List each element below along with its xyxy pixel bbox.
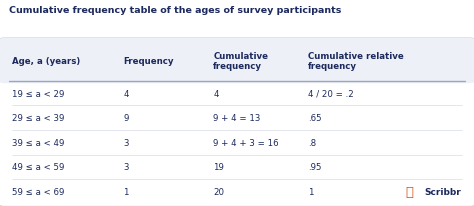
Text: 59 ≤ a < 69: 59 ≤ a < 69 <box>12 187 64 196</box>
Text: 49 ≤ a < 59: 49 ≤ a < 59 <box>12 163 64 172</box>
Polygon shape <box>5 63 469 81</box>
Text: Cumulative relative
frequency: Cumulative relative frequency <box>308 52 404 71</box>
Text: Frequency: Frequency <box>123 57 174 66</box>
Text: 4 / 20 = .2: 4 / 20 = .2 <box>308 89 354 98</box>
Text: 9 + 4 + 3 = 16: 9 + 4 + 3 = 16 <box>213 138 279 147</box>
Text: 3: 3 <box>123 163 129 172</box>
Text: 9 + 4 = 13: 9 + 4 = 13 <box>213 114 261 123</box>
Text: Ⓢ: Ⓢ <box>405 185 413 198</box>
Text: 1: 1 <box>123 187 129 196</box>
Text: 29 ≤ a < 39: 29 ≤ a < 39 <box>12 114 64 123</box>
Text: Cumulative
frequency: Cumulative frequency <box>213 52 268 71</box>
Text: .65: .65 <box>308 114 322 123</box>
Text: 39 ≤ a < 49: 39 ≤ a < 49 <box>12 138 64 147</box>
Text: .95: .95 <box>308 163 321 172</box>
Text: Age, a (years): Age, a (years) <box>12 57 80 66</box>
Text: 3: 3 <box>123 138 129 147</box>
Text: 1: 1 <box>308 187 314 196</box>
Text: Cumulative frequency table of the ages of survey participants: Cumulative frequency table of the ages o… <box>9 6 342 15</box>
FancyBboxPatch shape <box>0 39 474 206</box>
Text: 19 ≤ a < 29: 19 ≤ a < 29 <box>12 89 64 98</box>
Text: 19: 19 <box>213 163 224 172</box>
Text: 9: 9 <box>123 114 128 123</box>
FancyBboxPatch shape <box>0 39 474 84</box>
Text: .8: .8 <box>308 138 316 147</box>
Text: 4: 4 <box>213 89 219 98</box>
Text: 20: 20 <box>213 187 224 196</box>
Text: Scribbr: Scribbr <box>424 187 461 196</box>
Text: 4: 4 <box>123 89 129 98</box>
